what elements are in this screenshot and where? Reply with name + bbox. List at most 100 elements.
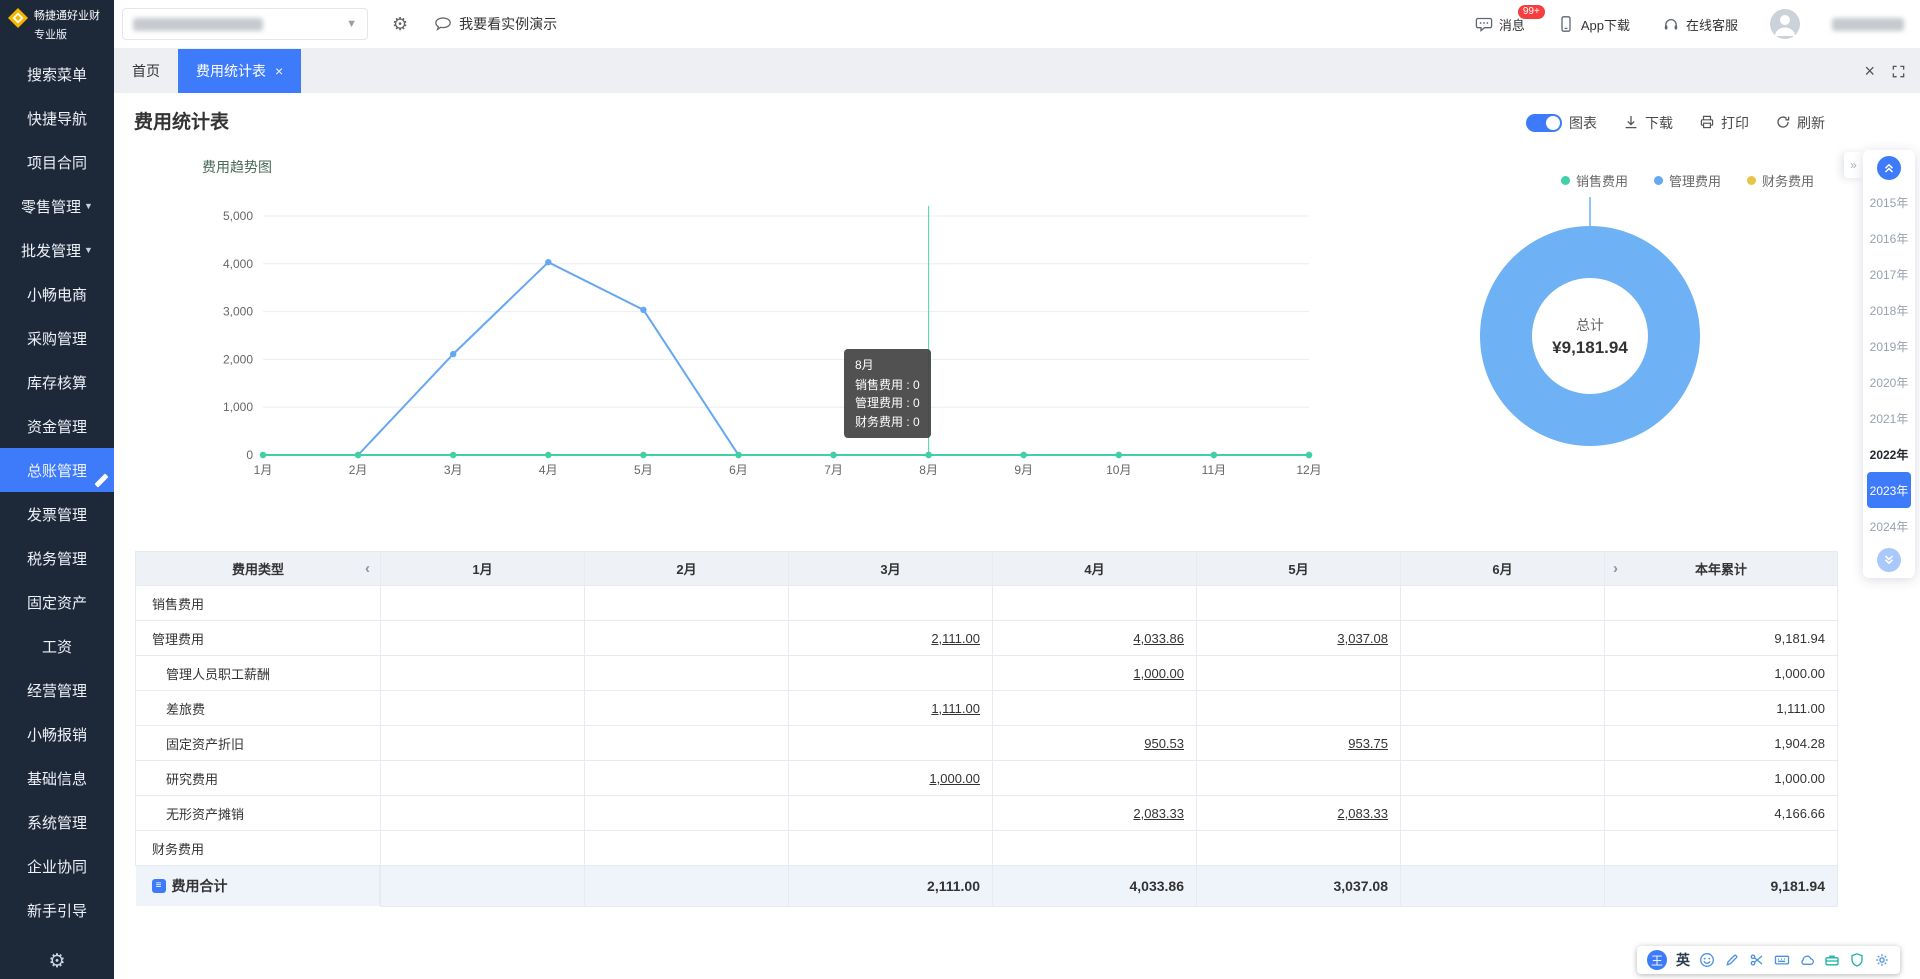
drilldown-link[interactable]: 2,111.00 (931, 630, 980, 646)
ime-language-toggle[interactable]: 英 (1676, 952, 1690, 968)
cell[interactable]: 3,037.08 (1196, 620, 1401, 656)
sidebar-item-label: 库存核算 (26, 374, 87, 392)
sidebar-item-14[interactable]: 经营管理 (0, 668, 114, 712)
drilldown-link[interactable]: 2,083.33 (1337, 805, 1388, 821)
toolbox-icon[interactable] (1824, 952, 1840, 968)
print-button[interactable]: 打印 (1699, 113, 1749, 133)
cell[interactable]: 1,000.00 (788, 760, 993, 796)
tab-0[interactable]: 首页 (114, 49, 178, 93)
row-label: 研究费用 (135, 760, 381, 796)
sidebar-item-13[interactable]: 工资 (0, 624, 114, 668)
row-label: 销售费用 (135, 585, 381, 621)
legend-item[interactable]: 销售费用 (1560, 171, 1628, 190)
scissors-icon[interactable] (1749, 952, 1765, 968)
sidebar-item-12[interactable]: 固定资产 (0, 580, 114, 624)
company-selector-dropdown[interactable]: ▼ (122, 8, 368, 40)
sidebar-item-5[interactable]: 小畅电商 (0, 272, 114, 316)
year-item[interactable]: 2015年 (1869, 195, 1909, 210)
year-item[interactable]: 2022年 (1869, 447, 1909, 462)
pencil-icon[interactable] (1724, 952, 1740, 968)
sidebar-item-18[interactable]: 企业协同 (0, 844, 114, 888)
avatar[interactable] (1770, 9, 1800, 39)
close-tab-icon[interactable]: × (1864, 60, 1875, 81)
cell[interactable]: 1,111.00 (788, 690, 993, 726)
drilldown-link[interactable]: 2,083.33 (1133, 805, 1184, 821)
year-item[interactable]: 2023年 (1867, 472, 1911, 508)
chart-toggle-switch[interactable] (1526, 114, 1562, 132)
legend-item[interactable]: 财务费用 (1746, 171, 1814, 190)
settings-gear-icon[interactable]: ⚙ (392, 13, 409, 34)
sidebar-settings-gear-icon[interactable]: ⚙ (48, 951, 66, 972)
drilldown-link[interactable]: 1,111.00 (931, 700, 980, 716)
cell[interactable]: 950.53 (992, 725, 1197, 761)
year-item[interactable]: 2017年 (1869, 267, 1909, 282)
drilldown-link[interactable]: 4,033.86 (1133, 630, 1184, 646)
sidebar-item-9[interactable]: 总账管理 (0, 448, 114, 492)
table-row: 差旅费 1,111.00 1,111.00 (135, 690, 1838, 726)
cell[interactable]: 4,033.86 (992, 620, 1197, 656)
cell (788, 655, 993, 691)
shield-icon[interactable] (1849, 952, 1865, 968)
year-item[interactable]: 2021年 (1869, 411, 1909, 426)
sidebar-item-15[interactable]: 小畅报销 (0, 712, 114, 756)
sidebar-item-19[interactable]: 新手引导 (0, 888, 114, 932)
year-item[interactable]: 2019年 (1869, 339, 1909, 354)
tab-close-icon[interactable]: × (275, 63, 284, 79)
demo-link[interactable]: 我要看实例演示 (434, 14, 557, 34)
app-download-button[interactable]: App下载 (1557, 15, 1630, 34)
sidebar-item-label: 批发管理 (21, 242, 82, 260)
gear-icon[interactable] (1874, 952, 1890, 968)
year-item[interactable]: 2024年 (1869, 519, 1909, 534)
emoji-icon[interactable] (1699, 952, 1715, 968)
cell[interactable]: 2,083.33 (992, 795, 1197, 831)
next-months-button[interactable]: › (1613, 560, 1618, 577)
cell[interactable]: 953.75 (1196, 725, 1401, 761)
sidebar-item-17[interactable]: 系统管理 (0, 800, 114, 844)
tab-1[interactable]: 费用统计表 × (178, 49, 302, 93)
sidebar-item-2[interactable]: 项目合同 (0, 140, 114, 184)
sidebar-item-8[interactable]: 资金管理 (0, 404, 114, 448)
cell[interactable]: 2,111.00 (788, 620, 993, 656)
year-panel-collapse-icon[interactable]: » (1844, 152, 1863, 178)
cloud-icon[interactable] (1799, 952, 1815, 968)
sidebar-item-7[interactable]: 库存核算 (0, 360, 114, 404)
sidebar-item-1[interactable]: 快捷导航 (0, 96, 114, 140)
sidebar-item-16[interactable]: 基础信息 (0, 756, 114, 800)
sidebar-item-4[interactable]: 批发管理 ▼ (0, 228, 114, 272)
sidebar-item-11[interactable]: 税务管理 (0, 536, 114, 580)
trend-line-chart: 0 1,000 2,000 3,000 4,000 5,000 1月 2月 3月 4月 5月 6月 7月… (114, 189, 1444, 499)
ime-mode-badge[interactable]: 王 (1647, 950, 1667, 970)
sidebar-item-0[interactable]: 搜索菜单 (0, 52, 114, 96)
page-title: 费用统计表 (134, 112, 230, 133)
drilldown-link[interactable]: 953.75 (1348, 735, 1388, 751)
drilldown-link[interactable]: 1,000.00 (1133, 665, 1184, 681)
keyboard-icon[interactable] (1774, 952, 1790, 968)
drilldown-link[interactable]: 950.53 (1144, 735, 1184, 751)
svg-text:3月: 3月 (444, 463, 463, 477)
prev-months-button[interactable]: ‹ (365, 560, 370, 577)
fullscreen-icon[interactable] (1891, 64, 1906, 79)
cell[interactable]: 2,083.33 (1196, 795, 1401, 831)
drilldown-link[interactable]: 1,000.00 (929, 770, 980, 786)
year-scroll-down-button[interactable] (1877, 548, 1901, 572)
year-item[interactable]: 2016年 (1869, 231, 1909, 246)
sidebar-item-label: 系统管理 (26, 814, 87, 832)
messages-button[interactable]: 消息 99+ (1475, 4, 1545, 34)
year-item[interactable]: 2018年 (1869, 303, 1909, 318)
cell[interactable]: 1,000.00 (992, 655, 1197, 691)
year-item[interactable]: 2020年 (1869, 375, 1909, 390)
sidebar-item-6[interactable]: 采购管理 (0, 316, 114, 360)
legend-item[interactable]: 管理费用 (1653, 171, 1721, 190)
year-panel: 2015年 2016年 2017年 2018年 2019年 2020年 2021年 2022年… (1863, 150, 1915, 578)
online-service-button[interactable]: 在线客服 (1662, 15, 1738, 34)
sidebar-item-10[interactable]: 发票管理 (0, 492, 114, 536)
sum-icon: ≡ (151, 879, 166, 893)
drilldown-link[interactable]: 3,037.08 (1337, 630, 1388, 646)
download-button[interactable]: 下载 (1623, 113, 1673, 133)
sidebar-item-3[interactable]: 零售管理 ▼ (0, 184, 114, 228)
refresh-button[interactable]: 刷新 (1775, 113, 1825, 133)
cell (584, 620, 789, 656)
chevron-down-icon: ▼ (84, 245, 93, 255)
cell (1400, 585, 1605, 621)
year-scroll-up-button[interactable] (1877, 156, 1901, 180)
